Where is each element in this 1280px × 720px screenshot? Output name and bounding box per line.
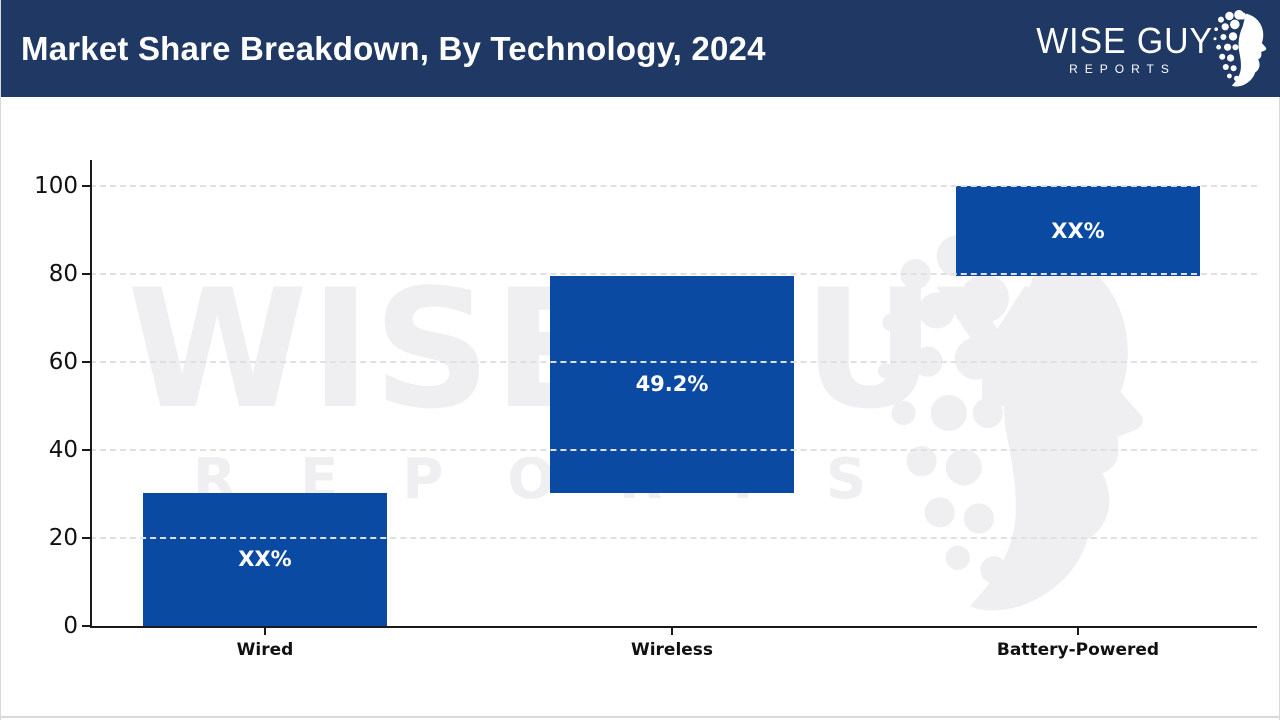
- y-tick-label-80: 80: [48, 261, 78, 287]
- x-tick-3: [1077, 628, 1079, 635]
- header-bar: Market Share Breakdown, By Technology, 2…: [1, 0, 1280, 97]
- x-category-label-3: Battery-Powered: [996, 640, 1160, 660]
- gridline-40: [90, 449, 1257, 451]
- x-category-label-2: Wireless: [630, 640, 714, 660]
- logo-name: WISE GUY: [1036, 19, 1213, 61]
- y-tick-label-0: 0: [63, 613, 78, 639]
- x-tick-2: [671, 628, 673, 635]
- y-tick-60: [82, 361, 90, 363]
- bar-wireless: [550, 276, 794, 493]
- gridline-80: [90, 273, 1257, 275]
- bar-value-label-3: XX%: [1051, 219, 1105, 244]
- logo-face-icon: [1213, 9, 1267, 86]
- bar-value-label-1: XX%: [238, 547, 292, 572]
- chart-title: Market Share Breakdown, By Technology, 2…: [21, 29, 766, 67]
- bar-wired: [143, 492, 387, 626]
- gridline-60: [90, 361, 1257, 363]
- wiseguy-logo: WISE GUY REPORTS: [1025, 9, 1269, 88]
- bar-value-label-2: 49.2%: [635, 372, 709, 397]
- gridline-20: [90, 537, 1257, 539]
- y-tick-100: [82, 185, 90, 187]
- y-axis: [90, 160, 92, 628]
- y-tick-20: [82, 537, 90, 539]
- bottom-border: [1, 716, 1280, 718]
- bar-battery-powered: [956, 186, 1200, 277]
- y-tick-label-60: 60: [48, 349, 78, 375]
- x-category-label-1: Wired: [236, 640, 294, 660]
- x-tick-1: [264, 628, 266, 635]
- x-axis: [90, 626, 1257, 628]
- y-tick-label-100: 100: [34, 173, 78, 199]
- y-tick-80: [82, 273, 90, 275]
- y-tick-label-40: 40: [48, 437, 78, 463]
- y-tick-0: [82, 625, 90, 627]
- gridline-100: [90, 185, 1257, 187]
- logo-text: WISE GUY REPORTS: [1025, 19, 1213, 75]
- y-tick-label-20: 20: [48, 525, 78, 551]
- logo-subtitle: REPORTS: [1069, 61, 1176, 76]
- y-tick-40: [82, 449, 90, 451]
